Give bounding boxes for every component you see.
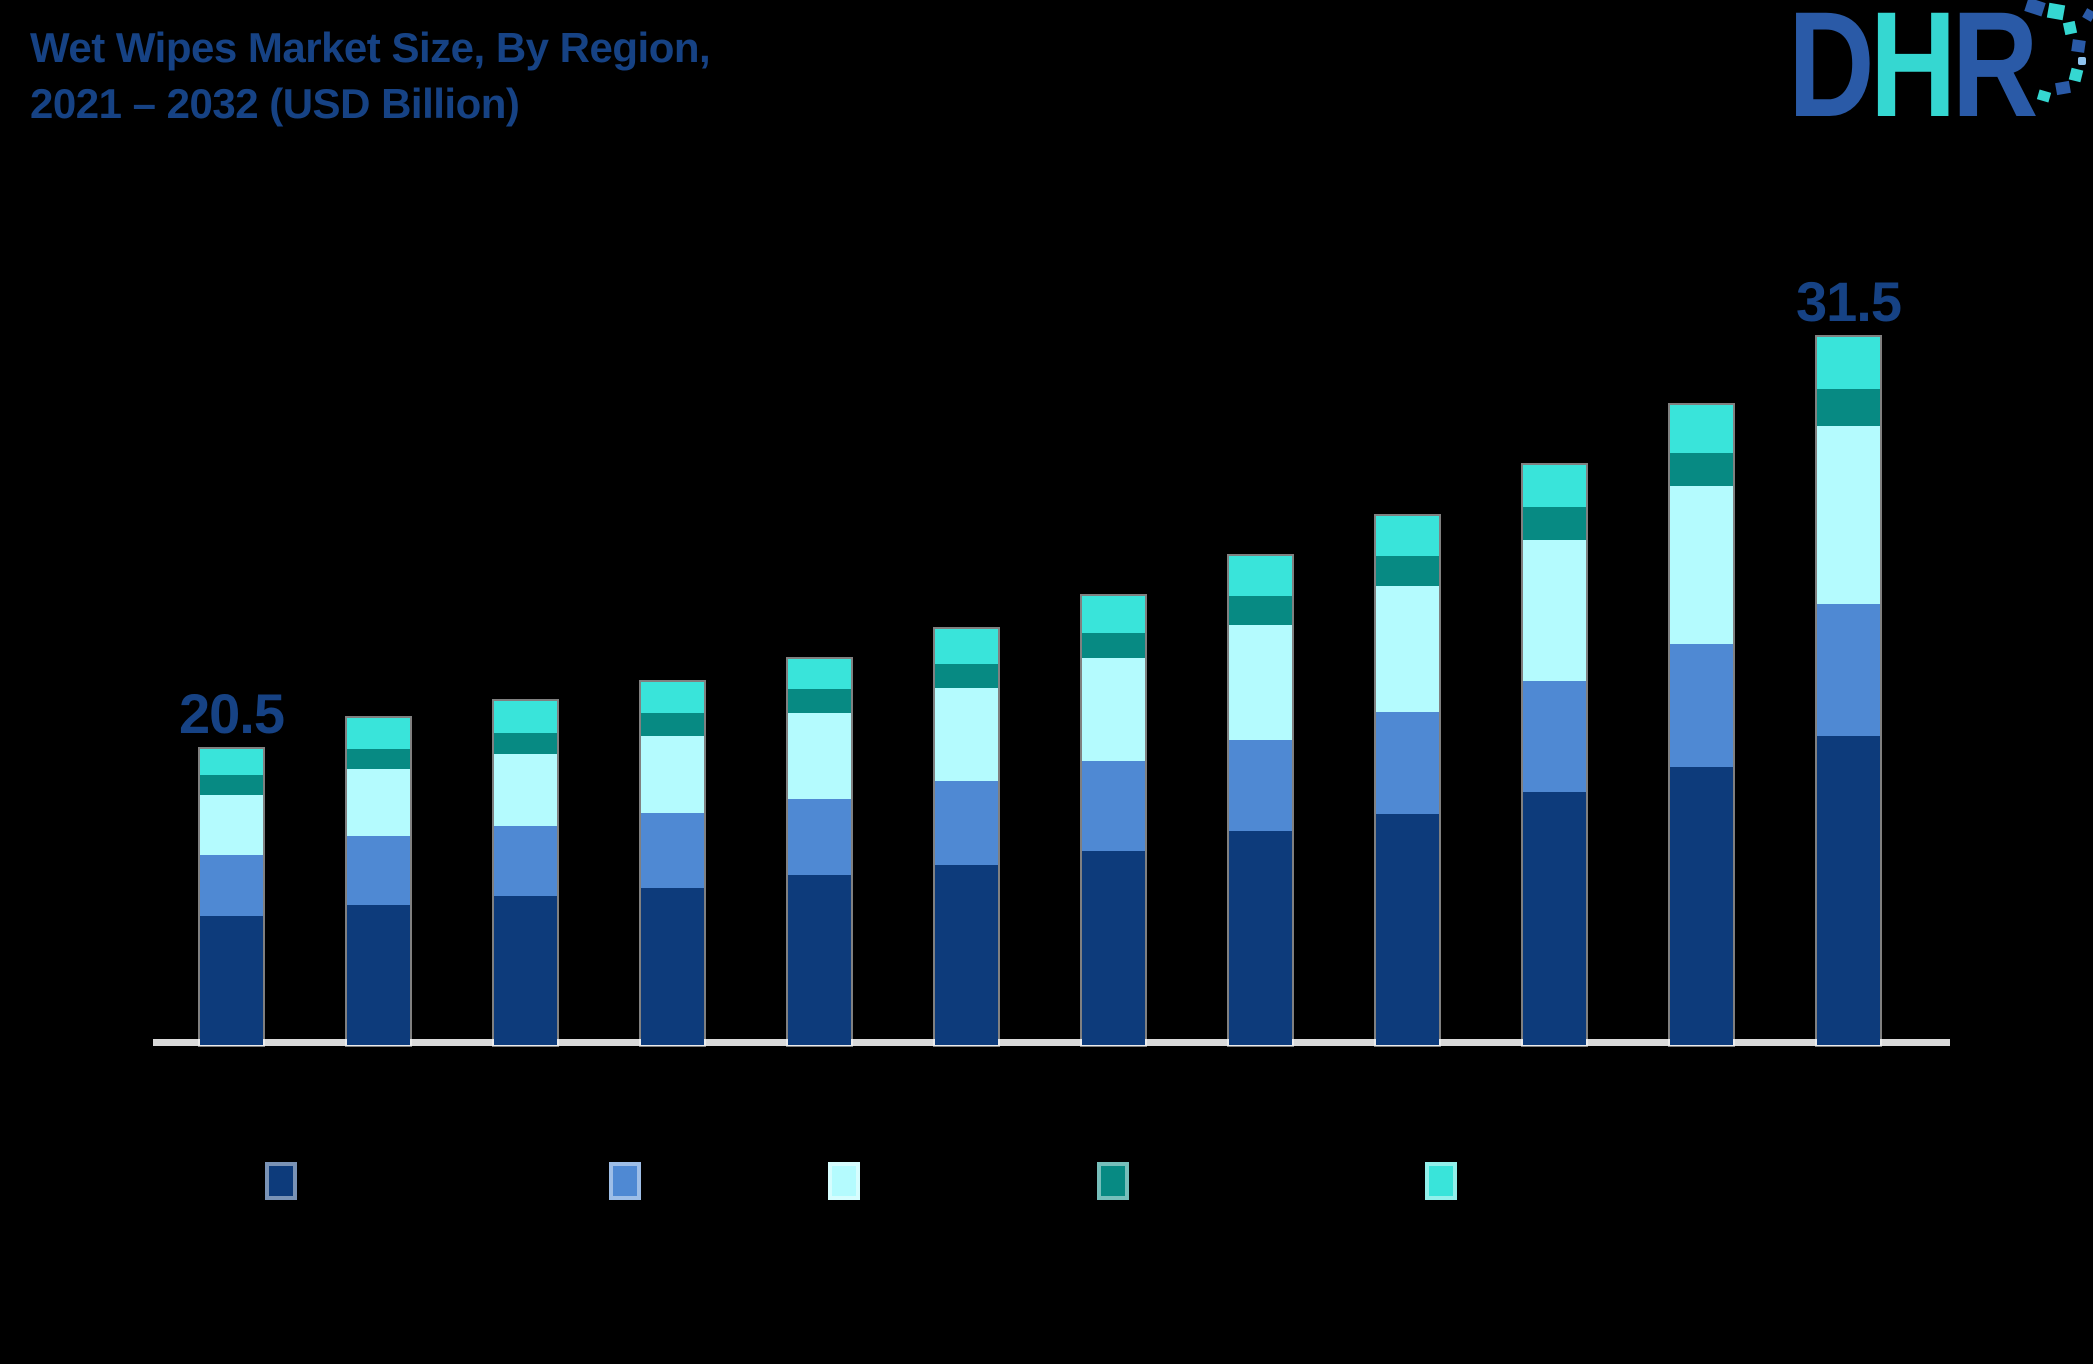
bar-segment-navy [1082, 851, 1145, 1045]
bar-segment-medium-blue [641, 813, 704, 888]
bar-segment-light-cyan [200, 795, 263, 855]
bar-2023 [492, 699, 559, 1047]
bar-segment-medium-blue [1229, 740, 1292, 831]
bar-segment-light-cyan [1082, 658, 1145, 761]
bar-2030 [1521, 463, 1588, 1047]
bar-segment-medium-blue [1082, 761, 1145, 851]
bar-segment-light-cyan [1229, 625, 1292, 740]
bar-segment-teal [935, 664, 998, 688]
x-axis-line [153, 1039, 1950, 1046]
bar-segment-turquoise [788, 659, 851, 689]
bar-segment-medium-blue [1817, 604, 1880, 736]
dhr-logo: DHR [1788, 0, 2093, 144]
bar-segment-navy [788, 875, 851, 1045]
bar-segment-medium-blue [1376, 712, 1439, 814]
bar-segment-navy [200, 916, 263, 1045]
bar-segment-navy [1523, 792, 1586, 1045]
bar-2021 [198, 747, 265, 1047]
bar-segment-light-cyan [494, 754, 557, 826]
bar-segment-teal [1082, 633, 1145, 658]
bar-segment-light-cyan [1817, 426, 1880, 604]
bar-segment-teal [1229, 596, 1292, 625]
bar-segment-navy [1817, 736, 1880, 1045]
legend-swatch-navy [265, 1162, 297, 1200]
bar-segment-light-cyan [788, 713, 851, 799]
bar-segment-medium-blue [494, 826, 557, 896]
bar-segment-navy [935, 865, 998, 1045]
bar-2026 [933, 627, 1000, 1047]
chart-title-line2: 2021 – 2032 (USD Billion) [30, 80, 520, 127]
logo-letter-d: D [1788, 0, 1875, 148]
bar-segment-medium-blue [1523, 681, 1586, 792]
bar-segment-teal [1670, 453, 1733, 486]
bar-segment-light-cyan [1523, 540, 1586, 681]
bar-segment-turquoise [200, 749, 263, 775]
bar-2031 [1668, 403, 1735, 1047]
bar-2024 [639, 680, 706, 1047]
bar-segment-turquoise [494, 701, 557, 733]
bar-segment-medium-blue [200, 855, 263, 916]
logo-burst-icon [2020, 0, 2093, 118]
bar-2029 [1374, 514, 1441, 1047]
bar-segment-medium-blue [788, 799, 851, 875]
bar-segment-teal [1523, 507, 1586, 540]
chart-title-line1: Wet Wipes Market Size, By Region, [30, 24, 711, 71]
logo-letter-h: H [1869, 0, 1957, 148]
bar-segment-navy [347, 905, 410, 1045]
bar-segment-turquoise [347, 718, 410, 749]
legend-swatch-medium-blue [609, 1162, 641, 1200]
bar-segment-teal [200, 775, 263, 795]
bar-segment-turquoise [1376, 516, 1439, 556]
dhr-logo-text: DHR [1788, 0, 2038, 144]
bar-segment-turquoise [1817, 337, 1880, 389]
bar-segment-turquoise [1670, 405, 1733, 453]
bar-segment-light-cyan [641, 736, 704, 813]
bar-segment-teal [347, 749, 410, 769]
bar-segment-light-cyan [935, 688, 998, 781]
bar-2027 [1080, 594, 1147, 1047]
bar-segment-medium-blue [1670, 644, 1733, 767]
bar-2032 [1815, 335, 1882, 1047]
bar-2025 [786, 657, 853, 1047]
bar-segment-teal [641, 713, 704, 736]
bar-segment-medium-blue [935, 781, 998, 865]
bar-segment-navy [641, 888, 704, 1045]
bar-segment-turquoise [1082, 596, 1145, 633]
bar-value-label-2021: 20.5 [179, 682, 285, 745]
bar-segment-light-cyan [1670, 486, 1733, 644]
bar-segment-navy [1229, 831, 1292, 1045]
legend-swatch-turquoise [1425, 1162, 1457, 1200]
bar-segment-light-cyan [347, 769, 410, 836]
bar-segment-navy [1376, 814, 1439, 1045]
bar-segment-medium-blue [347, 836, 410, 905]
legend-swatch-teal [1097, 1162, 1129, 1200]
bar-value-label-2032: 31.5 [1796, 270, 1902, 333]
bar-2022 [345, 716, 412, 1047]
legend-swatch-light-cyan [828, 1162, 860, 1200]
bar-segment-teal [788, 689, 851, 713]
bar-segment-turquoise [1229, 556, 1292, 596]
bar-segment-teal [1817, 389, 1880, 426]
bar-segment-turquoise [1523, 465, 1586, 507]
bar-segment-teal [494, 733, 557, 754]
bar-segment-turquoise [641, 682, 704, 713]
bar-segment-navy [494, 896, 557, 1045]
bar-segment-navy [1670, 767, 1733, 1045]
logo-letter-r: R [1951, 0, 2039, 148]
bar-segment-light-cyan [1376, 586, 1439, 712]
chart-title: Wet Wipes Market Size, By Region, 2021 –… [30, 20, 711, 132]
bar-segment-turquoise [935, 629, 998, 664]
legend [0, 1162, 2093, 1202]
bar-2028 [1227, 554, 1294, 1047]
bar-segment-teal [1376, 556, 1439, 586]
